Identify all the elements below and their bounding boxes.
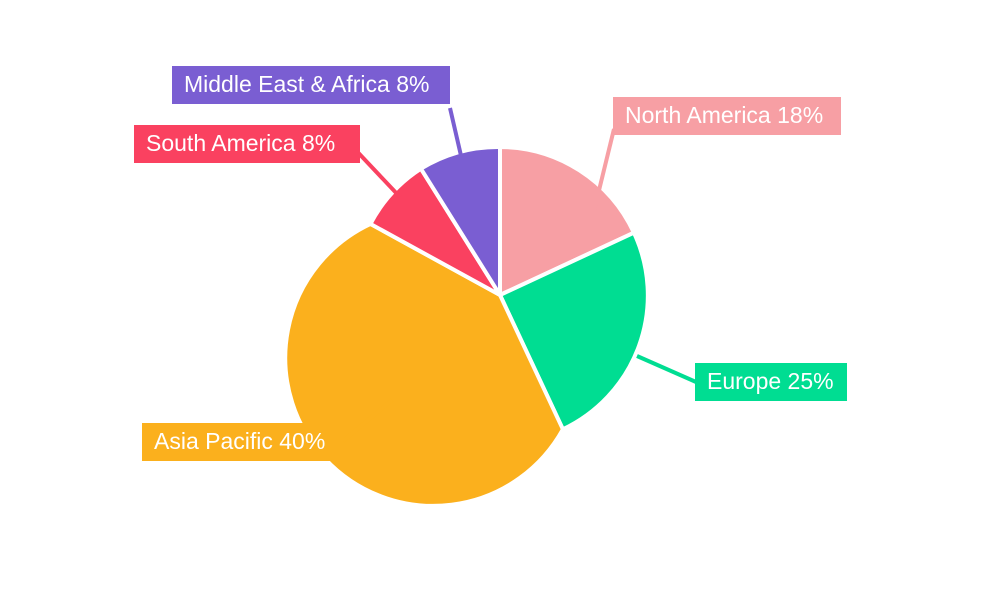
leader-line-asia-pacific [341, 398, 394, 443]
pie-label-south-america[interactable]: South America 8% [134, 125, 360, 163]
pie-slices [283, 144, 650, 508]
pie-label-text-asia-pacific: Asia Pacific 40% [154, 428, 325, 454]
pie-slice-north-america[interactable] [498, 145, 636, 297]
leader-line-europe [636, 354, 697, 384]
pie-label-text-south-america: South America 8% [146, 130, 335, 156]
leader-line-middle-east-africa [448, 107, 467, 174]
pie-label-text-north-america: North America 18% [625, 102, 823, 128]
pie-label-box-europe [695, 363, 847, 401]
pie-label-text-europe: Europe 25% [707, 368, 834, 394]
pie-label-middle-east-africa[interactable]: Middle East & Africa 8% [172, 66, 450, 104]
pie-slice-europe[interactable] [498, 230, 650, 432]
pie-label-asia-pacific[interactable]: Asia Pacific 40% [142, 423, 343, 461]
pie-label-box-middle-east-africa [172, 66, 450, 104]
pie-label-north-america[interactable]: North America 18% [613, 97, 841, 135]
pie-label-europe[interactable]: Europe 25% [695, 363, 847, 401]
leader-line-north-america [590, 128, 616, 220]
pie-labels: North America 18% Europe 25% Asia Pacifi… [134, 66, 847, 461]
pie-label-box-south-america [134, 125, 360, 163]
pie-label-text-middle-east-africa: Middle East & Africa 8% [184, 71, 429, 97]
pie-label-box-asia-pacific [142, 423, 343, 461]
pie-label-box-north-america [613, 97, 841, 135]
leader-lines [341, 107, 697, 443]
